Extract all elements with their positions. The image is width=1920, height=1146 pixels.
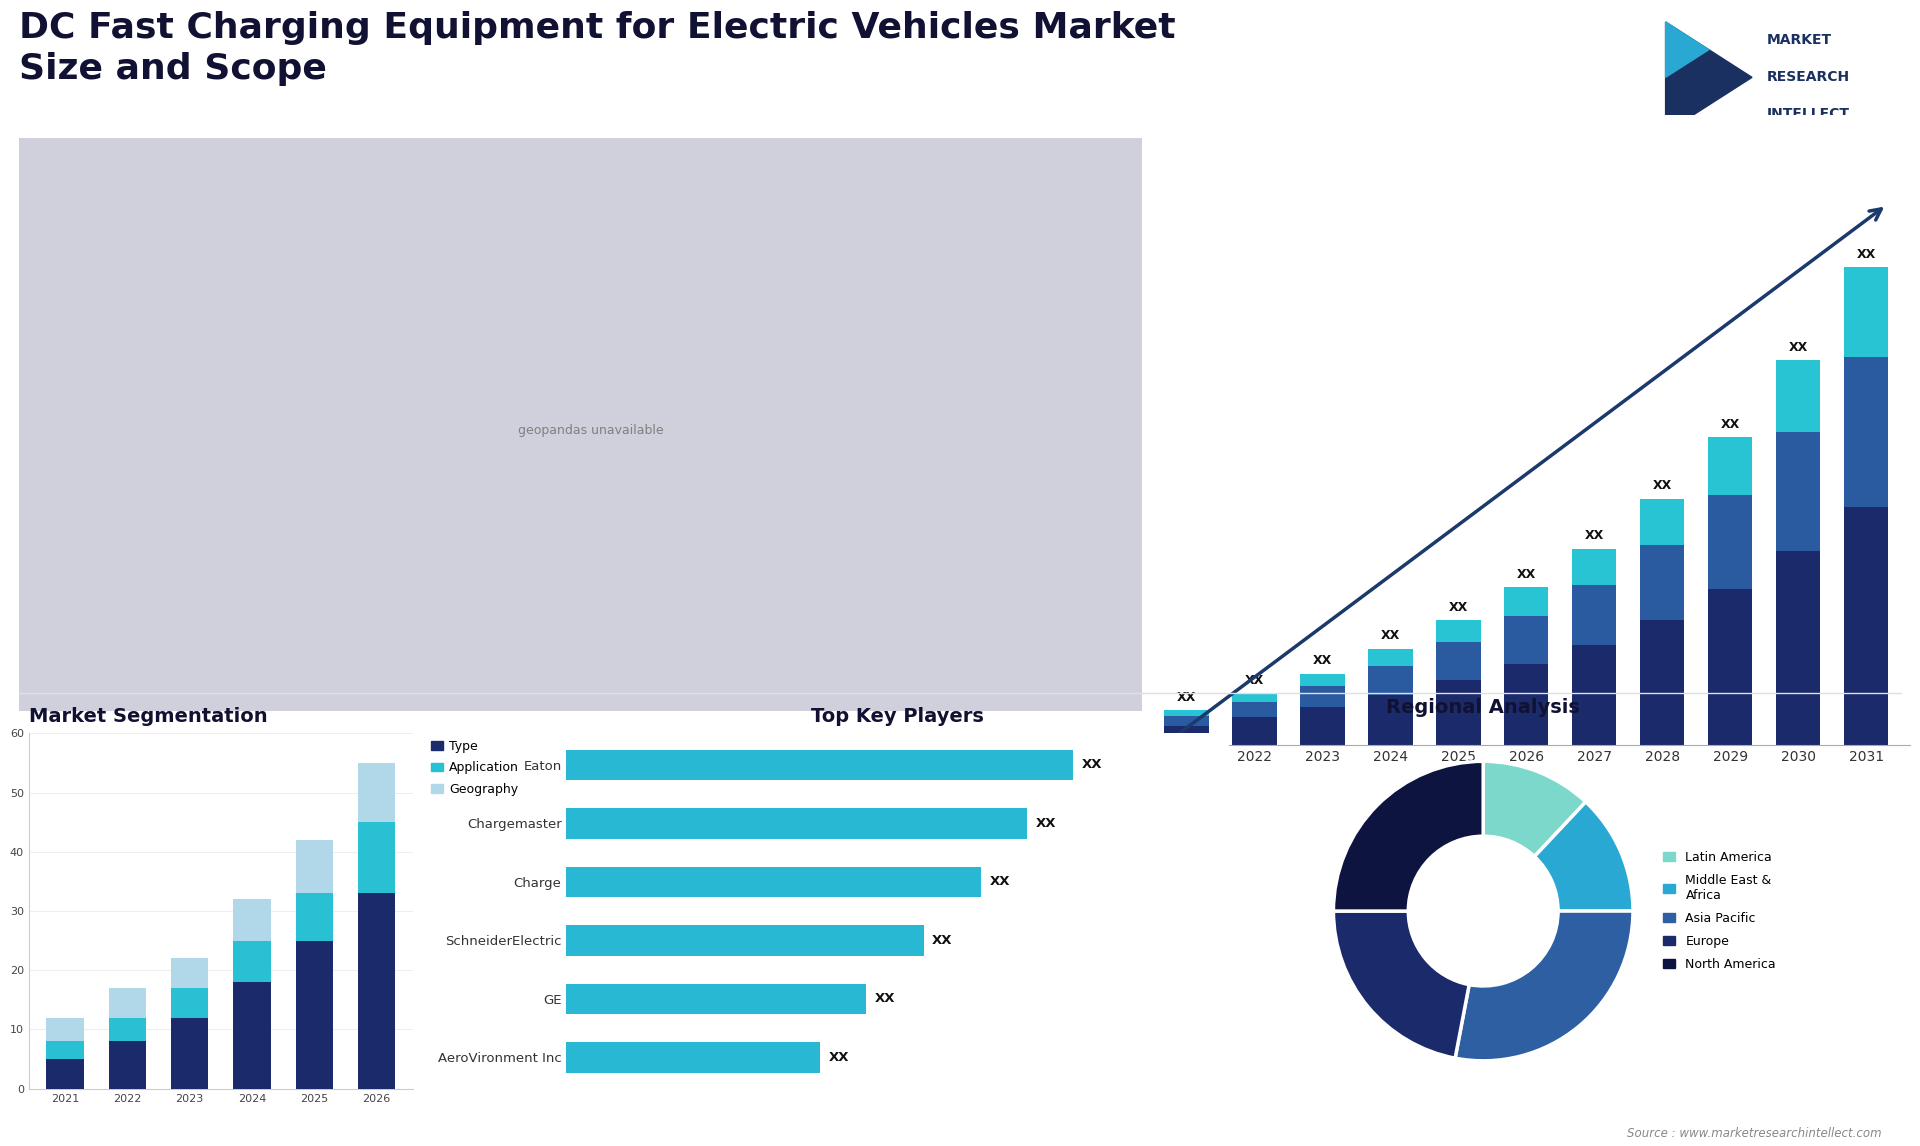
Bar — [1843, 358, 1887, 508]
Text: XX: XX — [1653, 479, 1672, 493]
Wedge shape — [1455, 911, 1632, 1061]
Bar — [1640, 620, 1684, 745]
Bar — [1843, 267, 1887, 358]
Bar — [171, 958, 209, 1089]
Bar — [1776, 551, 1820, 745]
Legend: Type, Application, Geography: Type, Application, Geography — [430, 739, 518, 796]
Bar — [566, 866, 981, 897]
Text: XX: XX — [1380, 629, 1400, 643]
Text: XX: XX — [1450, 601, 1469, 613]
Bar — [109, 1018, 146, 1089]
Text: Market Segmentation: Market Segmentation — [29, 707, 267, 727]
Bar — [1776, 360, 1820, 432]
Wedge shape — [1332, 911, 1469, 1058]
Bar — [1709, 495, 1753, 589]
Text: XX: XX — [931, 934, 952, 947]
Bar — [46, 1059, 84, 1089]
Text: XX: XX — [1789, 340, 1809, 354]
Text: INTELLECT: INTELLECT — [1766, 108, 1849, 121]
Text: XX: XX — [1517, 568, 1536, 581]
Text: XX: XX — [1720, 418, 1740, 431]
Bar — [1436, 620, 1480, 643]
Bar — [1640, 544, 1684, 620]
Bar — [1572, 584, 1617, 645]
Polygon shape — [1665, 22, 1709, 78]
Wedge shape — [1482, 761, 1586, 856]
Bar — [232, 900, 271, 1089]
Bar — [1369, 694, 1413, 745]
Text: MARKET: MARKET — [1766, 33, 1832, 47]
Bar — [46, 1018, 84, 1089]
Bar — [1503, 588, 1549, 617]
Bar — [1300, 674, 1344, 686]
Bar — [296, 941, 332, 1089]
Text: XX: XX — [1584, 529, 1603, 542]
Bar — [1369, 649, 1413, 666]
Bar — [1709, 438, 1753, 495]
Bar — [46, 1042, 84, 1089]
Bar — [566, 925, 924, 956]
FancyBboxPatch shape — [19, 138, 1162, 711]
Text: XX: XX — [828, 1051, 849, 1063]
Bar — [1503, 617, 1549, 664]
Bar — [1640, 499, 1684, 544]
Bar — [1369, 666, 1413, 694]
Text: XX: XX — [1035, 817, 1056, 830]
Bar — [357, 894, 396, 1089]
Bar — [1165, 709, 1210, 716]
Bar — [566, 983, 866, 1014]
Wedge shape — [1332, 761, 1484, 911]
Text: XX: XX — [989, 876, 1010, 888]
Bar — [1233, 693, 1277, 702]
Bar — [1572, 549, 1617, 584]
Bar — [566, 808, 1027, 839]
Bar — [1709, 589, 1753, 745]
Bar — [1843, 508, 1887, 745]
Bar — [1300, 686, 1344, 707]
Bar — [357, 823, 396, 1089]
Bar — [1503, 664, 1549, 745]
Text: Source : www.marketresearchintellect.com: Source : www.marketresearchintellect.com — [1626, 1128, 1882, 1140]
Bar — [566, 749, 1073, 780]
Bar — [357, 763, 396, 1089]
Bar — [232, 941, 271, 1089]
Bar — [1436, 680, 1480, 745]
Bar — [566, 1042, 820, 1073]
Bar — [1300, 707, 1344, 745]
Bar — [109, 1042, 146, 1089]
Text: RESEARCH: RESEARCH — [1766, 70, 1849, 85]
Legend: Latin America, Middle East &
Africa, Asia Pacific, Europe, North America: Latin America, Middle East & Africa, Asi… — [1659, 846, 1782, 976]
Bar — [171, 1018, 209, 1089]
Text: XX: XX — [1313, 654, 1332, 667]
Bar — [1436, 643, 1480, 680]
Text: DC Fast Charging Equipment for Electric Vehicles Market
Size and Scope: DC Fast Charging Equipment for Electric … — [19, 11, 1175, 86]
Bar — [1165, 727, 1210, 745]
Text: XX: XX — [874, 992, 895, 1005]
Bar — [296, 894, 332, 1089]
Bar — [1165, 716, 1210, 727]
Bar — [232, 982, 271, 1089]
Bar — [1233, 702, 1277, 717]
Bar — [1233, 717, 1277, 745]
Text: geopandas unavailable: geopandas unavailable — [518, 424, 662, 437]
Bar — [296, 840, 332, 1089]
Text: XX: XX — [1857, 249, 1876, 261]
Bar — [171, 988, 209, 1089]
Bar — [1572, 645, 1617, 745]
Text: XX: XX — [1081, 759, 1102, 771]
Text: XX: XX — [1244, 674, 1263, 688]
Title: Regional Analysis: Regional Analysis — [1386, 698, 1580, 716]
Bar — [1776, 432, 1820, 551]
Wedge shape — [1534, 802, 1632, 911]
Bar — [109, 988, 146, 1089]
Title: Top Key Players: Top Key Players — [810, 707, 985, 727]
Polygon shape — [1665, 22, 1751, 133]
Text: XX: XX — [1177, 691, 1196, 704]
